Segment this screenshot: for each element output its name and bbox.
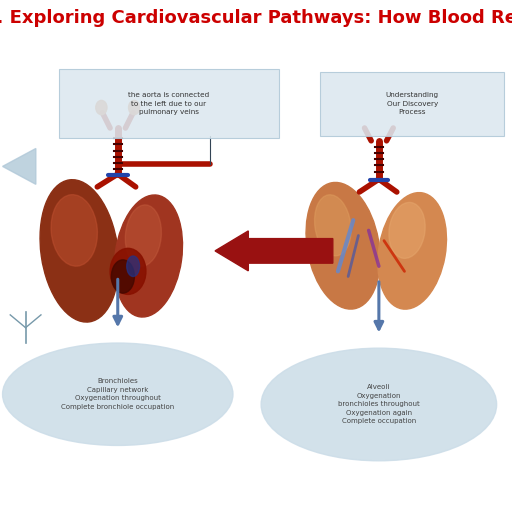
Ellipse shape bbox=[314, 195, 351, 256]
Ellipse shape bbox=[125, 205, 161, 266]
Text: Alveoli
Oxygenation
bronchioles throughout
Oxygenation again
Complete occupation: Alveoli Oxygenation bronchioles througho… bbox=[338, 385, 420, 424]
Text: Understanding
Our Discovery
Process: Understanding Our Discovery Process bbox=[386, 93, 439, 115]
Ellipse shape bbox=[306, 182, 380, 309]
FancyBboxPatch shape bbox=[59, 69, 279, 138]
Ellipse shape bbox=[378, 193, 446, 309]
Text: V. Exploring Cardiovascular Pathways: How Blood Reaches the Lungs: V. Exploring Cardiovascular Pathways: Ho… bbox=[0, 9, 512, 27]
Ellipse shape bbox=[110, 248, 146, 294]
Polygon shape bbox=[3, 148, 36, 184]
Ellipse shape bbox=[51, 195, 97, 266]
Ellipse shape bbox=[115, 195, 182, 317]
Ellipse shape bbox=[112, 260, 134, 293]
FancyBboxPatch shape bbox=[320, 72, 504, 136]
Ellipse shape bbox=[129, 100, 140, 115]
Ellipse shape bbox=[126, 256, 139, 276]
Ellipse shape bbox=[40, 180, 119, 322]
Ellipse shape bbox=[389, 202, 425, 259]
Text: the aorta is connected
to the left due to our
pulmonary veins: the aorta is connected to the left due t… bbox=[129, 93, 209, 115]
Text: Bronchioles
Capillary network
Oxygenation throughout
Complete bronchiole occupat: Bronchioles Capillary network Oxygenatio… bbox=[61, 378, 175, 410]
Ellipse shape bbox=[3, 343, 233, 445]
FancyArrow shape bbox=[215, 231, 333, 271]
Ellipse shape bbox=[96, 100, 107, 115]
Ellipse shape bbox=[261, 348, 497, 461]
